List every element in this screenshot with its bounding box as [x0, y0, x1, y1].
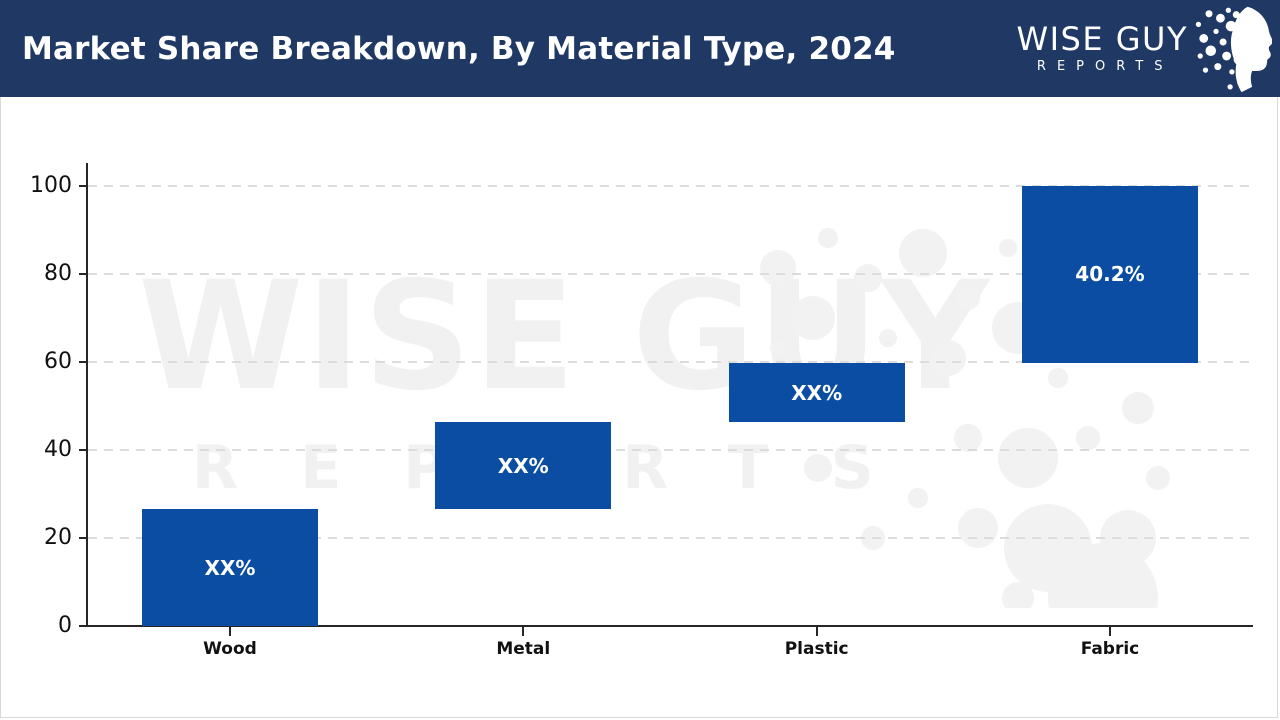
logo-wordmark-sub: REPORTS	[1036, 58, 1174, 74]
y-tick-20	[79, 537, 87, 539]
bar-metal: XX%	[435, 422, 612, 510]
y-tick-label-80: 80	[44, 261, 72, 286]
y-tick-label-40: 40	[44, 437, 72, 462]
bar-label-fabric: 40.2%	[1075, 262, 1145, 287]
x-axis-line	[86, 625, 1253, 627]
grid-line-80	[88, 273, 1253, 275]
y-tick-60	[79, 361, 87, 363]
logo-face-icon	[1195, 6, 1272, 92]
header: Market Share Breakdown, By Material Type…	[0, 0, 1280, 97]
y-tick-80	[79, 273, 87, 275]
grid-line-60	[88, 361, 1253, 363]
y-tick-0	[79, 625, 87, 627]
wiseguy-logo: WISE GUY REPORTS	[1016, 0, 1272, 97]
logo-wordmark: WISE GUY REPORTS	[1016, 23, 1188, 74]
y-tick-100	[79, 185, 87, 187]
x-tick-label-plastic: Plastic	[784, 639, 849, 659]
y-axis-line	[86, 163, 88, 627]
bar-plastic: XX%	[728, 362, 905, 423]
chart-title: Market Share Breakdown, By Material Type…	[22, 30, 896, 67]
y-tick-40	[79, 449, 87, 451]
y-tick-label-100: 100	[30, 173, 72, 198]
logo-wordmark-main: WISE GUY	[1016, 20, 1188, 59]
grid-line-100	[88, 185, 1253, 187]
grid-line-20	[88, 537, 1253, 539]
x-tick-metal	[522, 627, 525, 636]
x-tick-label-metal: Metal	[496, 639, 551, 659]
x-tick-plastic	[815, 627, 818, 636]
x-tick-label-fabric: Fabric	[1080, 639, 1140, 659]
y-tick-label-0: 0	[58, 613, 72, 638]
grid-line-40	[88, 449, 1253, 451]
bar-label-wood: XX%	[204, 555, 256, 580]
x-tick-label-wood: Wood	[203, 639, 257, 659]
x-tick-fabric	[1109, 627, 1111, 636]
bar-label-plastic: XX%	[791, 380, 843, 405]
y-tick-label-20: 20	[44, 525, 72, 550]
bar-fabric: 40.2%	[1022, 186, 1198, 363]
bar-wood: XX%	[142, 509, 318, 626]
y-tick-label-60: 60	[44, 349, 72, 374]
x-tick-wood	[229, 627, 231, 636]
bar-label-metal: XX%	[497, 453, 549, 478]
